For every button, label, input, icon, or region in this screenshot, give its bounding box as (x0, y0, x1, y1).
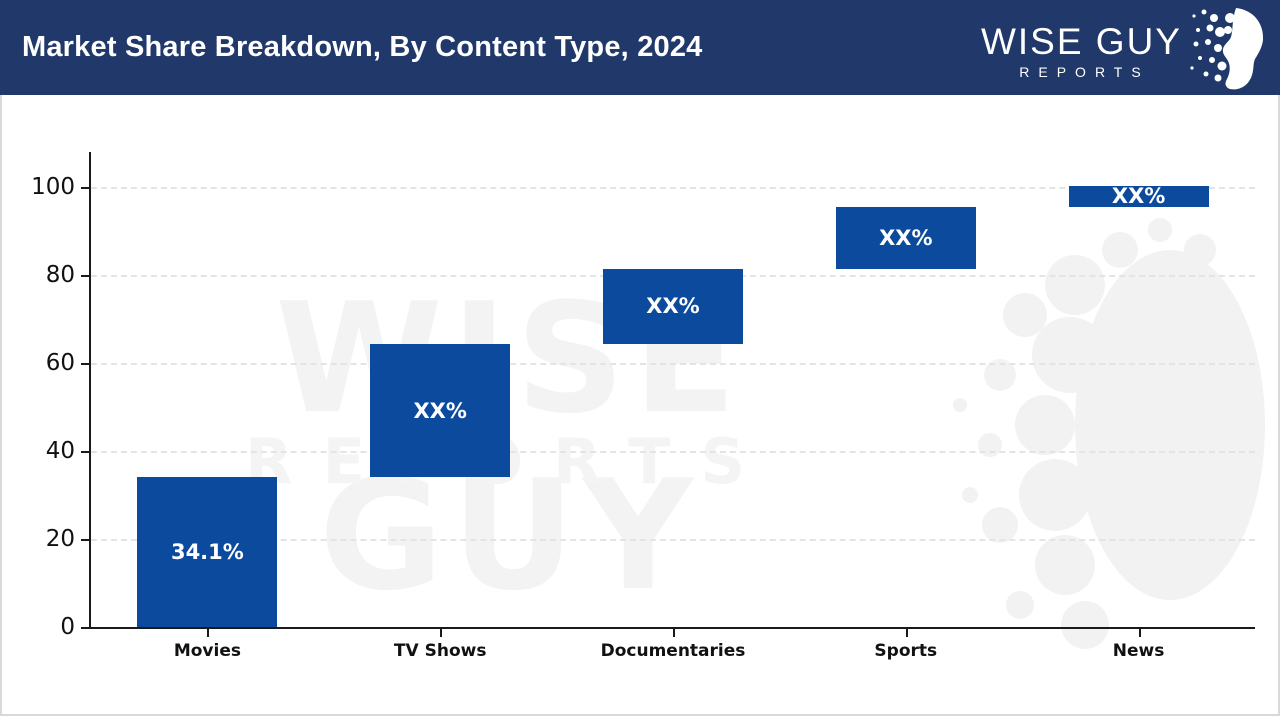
gridline-100 (91, 187, 1255, 189)
waterfall-chart: 0 20 40 60 80 100 34.1% Movies XX% TV Shows XX% Doc… (31, 152, 1255, 661)
brand-logo: WISE GUY REPORTS (981, 4, 1268, 92)
y-tick-label-100: 100 (31, 174, 75, 200)
x-tick-news (1138, 629, 1141, 637)
y-tick-40 (81, 451, 91, 453)
y-tick-label-40: 40 (45, 438, 75, 464)
bar-value-label: XX% (879, 226, 933, 251)
y-tick-20 (81, 539, 91, 541)
gridline-60 (91, 363, 1255, 365)
x-tick-movies (207, 629, 210, 637)
bar-value-label: XX% (1111, 184, 1166, 209)
y-tick-100 (81, 187, 91, 189)
gridline-40 (91, 451, 1255, 453)
header: Market Share Breakdown, By Content Type,… (0, 0, 1280, 95)
y-tick-label-20: 20 (45, 526, 75, 552)
y-tick-80 (81, 275, 91, 277)
x-category-label-sports: Sports (874, 641, 938, 661)
brand-name: WISE GUY (980, 21, 1182, 62)
brand-subname: REPORTS (1019, 64, 1150, 80)
x-category-label-movies: Movies (173, 641, 241, 661)
bar-news: XX% (1068, 184, 1209, 209)
bar-value-label: 34.1% (170, 539, 244, 564)
brand-logo-text: WISE GUY REPORTS (981, 23, 1182, 79)
y-tick-label-60: 60 (45, 350, 75, 376)
x-tick-sports (905, 629, 908, 637)
x-category-label-tv-shows: TV Shows (393, 641, 487, 661)
y-tick-0 (81, 627, 91, 629)
bar-documentaries: XX% (603, 268, 743, 345)
bar-value-label: XX% (646, 294, 700, 319)
x-tick-tv-shows (440, 629, 443, 637)
bar-sports: XX% (835, 207, 976, 269)
y-tick-label-0: 0 (60, 614, 75, 640)
x-tick-documentaries (673, 629, 675, 637)
y-tick-60 (81, 363, 91, 365)
x-category-label-news: News (1112, 641, 1165, 661)
gridline-20 (91, 539, 1255, 541)
page-title: Market Share Breakdown, By Content Type,… (22, 31, 703, 63)
wiseguy-head-icon (1190, 8, 1264, 90)
x-category-label-documentaries: Documentaries (600, 641, 746, 661)
bar-tv-shows: XX% (370, 344, 511, 477)
y-tick-label-80: 80 (45, 262, 75, 288)
bar-movies: 34.1% (137, 476, 278, 627)
bar-value-label: XX% (413, 398, 467, 423)
